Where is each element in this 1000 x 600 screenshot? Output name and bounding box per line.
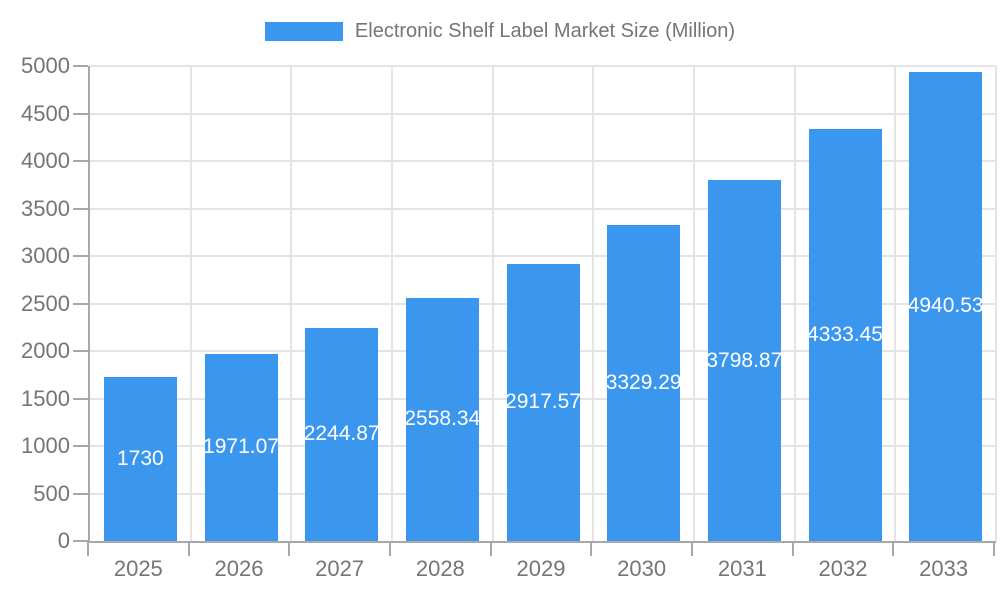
x-tick-label-2032: 2032 [818, 556, 868, 581]
bar-value-label: 4940.53 [907, 294, 984, 318]
y-tick-label: 4500 [21, 100, 70, 126]
bar-value-label: 1730 [116, 446, 164, 470]
bar-2028[interactable]: 2558.34 [404, 297, 481, 541]
x-tick-label-2031: 2031 [717, 556, 767, 581]
gridline-v [189, 66, 192, 541]
x-tick-label-2033: 2033 [919, 556, 969, 581]
y-axis-tick [73, 540, 88, 542]
y-axis-tick [73, 492, 88, 495]
y-tick-label: 3500 [21, 195, 70, 221]
bar-2026[interactable]: 1971.07 [203, 353, 279, 541]
y-axis-tick [73, 397, 88, 400]
gridline-v [290, 66, 293, 541]
y-axis-tick [73, 255, 88, 257]
gridline-v [491, 66, 494, 541]
gridline-h [90, 255, 996, 257]
y-tick-label: 0 [57, 528, 70, 553]
x-axis-tick [590, 541, 593, 556]
gridline-v [995, 66, 997, 541]
gridline-v [793, 66, 796, 541]
y-tick-label: 1000 [21, 433, 70, 458]
bar-value-label: 4333.45 [807, 323, 883, 347]
y-axis-tick [73, 160, 88, 162]
x-axis-tick [892, 541, 895, 556]
y-tick-label: 500 [33, 480, 70, 506]
x-axis-tick [87, 541, 89, 556]
gridline-h [90, 112, 996, 115]
gridline-v [391, 66, 393, 541]
bar-2032[interactable]: 4333.45 [807, 129, 883, 541]
legend-swatch [264, 22, 343, 41]
gridline-v [592, 66, 595, 541]
gridline-h [90, 160, 996, 162]
x-tick-label-2030: 2030 [617, 556, 667, 581]
bar-2025[interactable]: 1730 [103, 376, 177, 541]
gridline-h [90, 65, 996, 67]
y-axis-tick [73, 65, 88, 67]
y-tick-label: 2000 [21, 338, 70, 363]
x-tick-label-2025: 2025 [113, 556, 163, 581]
y-tick-label: 5000 [21, 53, 70, 78]
bar-value-label: 2244.87 [303, 422, 380, 446]
x-tick-label-2029: 2029 [516, 556, 566, 581]
bar-2027[interactable]: 2244.87 [303, 327, 380, 541]
x-axis-tick [691, 541, 693, 556]
y-axis-tick [73, 445, 88, 447]
bar-value-label: 3329.29 [605, 370, 682, 394]
gridline-v [894, 66, 897, 541]
chart-legend-item[interactable]: Electronic Shelf Label Market Size (Mill… [0, 20, 1000, 43]
bar-2030[interactable]: 3329.29 [605, 224, 682, 541]
bar-value-label: 2558.34 [404, 407, 481, 431]
x-axis-tick [489, 541, 492, 556]
x-axis-tick [288, 541, 291, 556]
y-tick-label: 2500 [21, 290, 70, 316]
bar-2029[interactable]: 2917.57 [505, 263, 581, 541]
y-tick-label: 4000 [21, 148, 70, 173]
y-axis-tick [73, 350, 88, 352]
x-tick-label-2027: 2027 [315, 556, 365, 581]
y-axis-tick [73, 112, 88, 115]
x-axis-tick [993, 541, 995, 556]
x-axis-tick [187, 541, 190, 556]
x-tick-label-2026: 2026 [214, 556, 264, 581]
x-axis-tick [791, 541, 794, 556]
bar-value-label: 2917.57 [505, 390, 581, 414]
bar-2033[interactable]: 4940.53 [907, 71, 984, 541]
y-tick-label: 1500 [21, 385, 70, 411]
y-axis-tick [73, 302, 88, 305]
gridline-v [693, 66, 695, 541]
bar-value-label: 1971.07 [203, 435, 279, 459]
legend-label: Electronic Shelf Label Market Size (Mill… [354, 20, 736, 42]
y-tick-label: 3000 [21, 243, 70, 268]
gridline-h [90, 207, 996, 210]
y-axis-tick [73, 207, 88, 210]
bar-value-label: 3798.87 [706, 348, 783, 372]
plot-area: 1730 1971.07 2244.87 2558.34 2917.57 3329.29 3… [88, 65, 997, 543]
bar-2031[interactable]: 3798.87 [706, 180, 783, 541]
x-axis-tick [389, 541, 391, 556]
x-tick-label-2028: 2028 [415, 556, 465, 581]
